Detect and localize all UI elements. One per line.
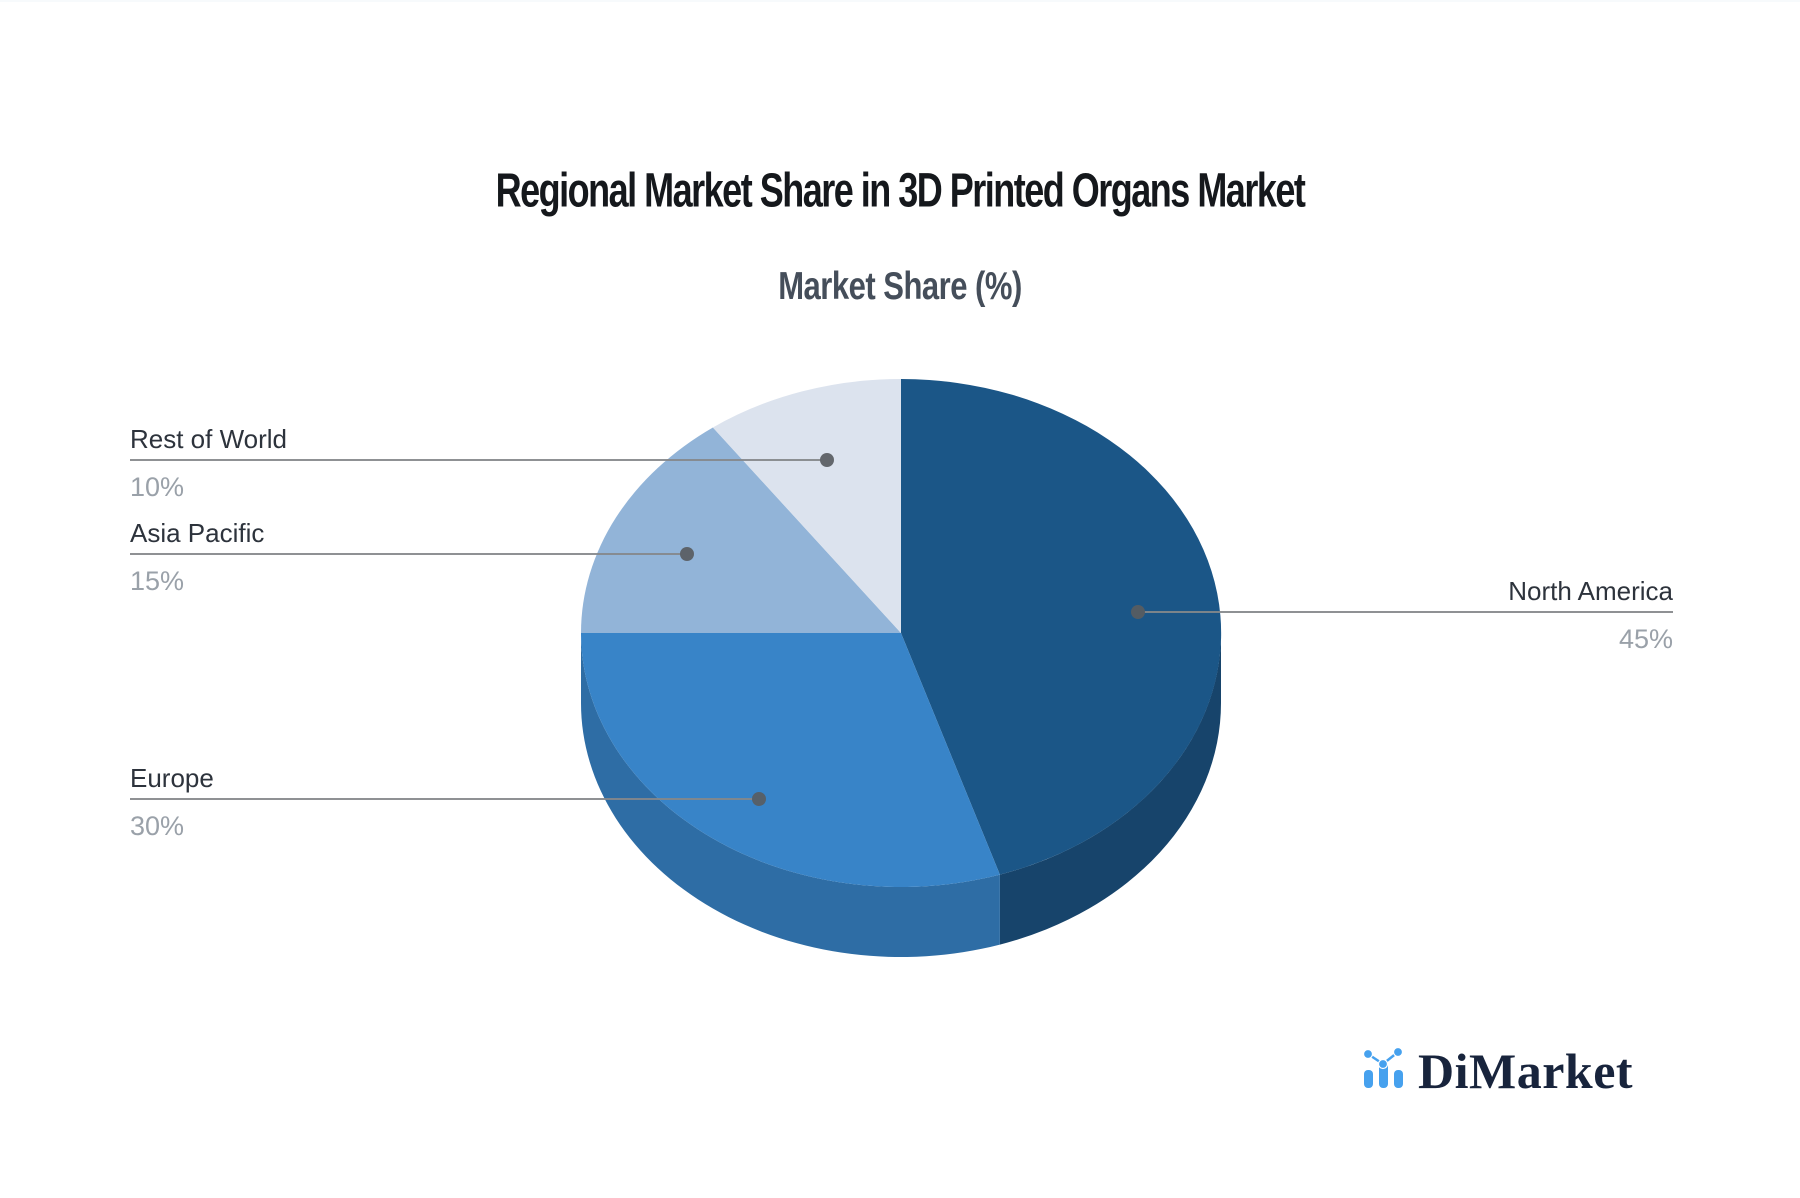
slice-label: Rest of World	[130, 424, 288, 454]
leader-line	[130, 547, 694, 561]
callout-north-america: North America 45%	[1131, 575, 1673, 655]
pie-slice-europe	[581, 633, 1000, 888]
logo-text: DiMarket	[1418, 1043, 1634, 1099]
slice-label: Asia Pacific	[130, 518, 265, 548]
leader-line	[130, 792, 766, 806]
callout-europe: Europe 30%	[130, 762, 766, 842]
pie-top-slices	[581, 378, 1222, 888]
chart-subtitle: Market Share (%)	[778, 264, 1022, 308]
callout-rest-of-world: Rest of World 10%	[130, 423, 834, 503]
pie-side-faces	[581, 633, 1221, 958]
leader-line	[130, 453, 834, 467]
slice-label: Europe	[130, 763, 214, 793]
slice-value: 30%	[130, 811, 185, 841]
dimarket-logo: DiMarket	[1360, 1042, 1633, 1096]
pie-slice-north-america	[901, 378, 1222, 875]
callout-asia-pacific: Asia Pacific 15%	[130, 517, 694, 597]
slice-value: 15%	[130, 566, 185, 596]
chart-title: Regional Market Share in 3D Printed Orga…	[495, 162, 1306, 218]
pie-side-north-america	[999, 633, 1221, 945]
slice-label: North America	[1508, 576, 1673, 606]
pie-side-europe	[581, 633, 1000, 958]
slice-value: 10%	[130, 472, 185, 502]
pie-slice-rest-of-world	[712, 378, 901, 633]
bar-line-chart-icon	[1362, 1046, 1404, 1088]
leader-line	[1131, 605, 1673, 619]
pie-slice-asia-pacific	[581, 427, 901, 633]
slice-value: 45%	[1618, 624, 1673, 654]
